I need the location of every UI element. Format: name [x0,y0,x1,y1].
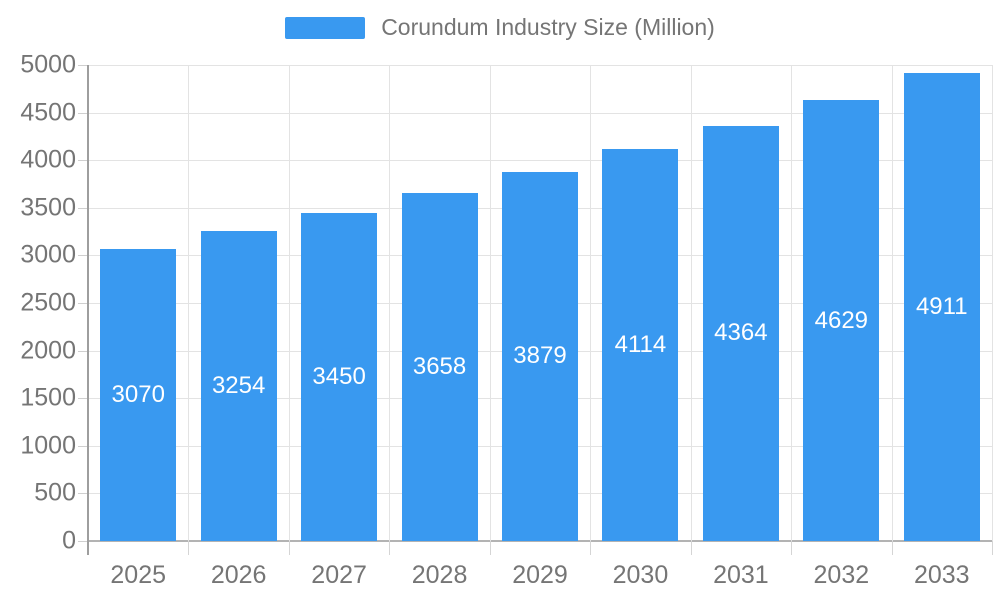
bar-value-label: 3070 [111,380,165,408]
y-axis-tick-label: 1000 [20,431,76,460]
v-gridline [992,65,993,541]
y-axis-tick [78,303,88,304]
bar-value-label: 4114 [614,331,667,359]
y-axis-tick [78,207,88,209]
y-axis-tick-label: 1500 [20,383,76,412]
y-axis-tick [78,493,88,495]
x-axis-tick [188,541,190,555]
v-gridline [489,65,491,541]
bar-value-label: 3254 [211,372,266,400]
x-axis-tick-label: 2025 [110,561,167,589]
v-gridline [891,65,893,541]
bar-value-label: 3450 [312,362,366,390]
x-axis-tick-label: 2032 [813,561,870,589]
x-axis-tick-label: 2033 [913,561,970,589]
y-axis-tick [78,65,88,66]
x-axis-tick [992,541,993,555]
v-gridline [188,65,190,541]
x-axis-tick [891,541,893,555]
x-axis-tick-label: 2030 [612,561,669,589]
h-gridline [88,160,992,162]
y-axis-tick [78,398,88,400]
bar[interactable] [602,149,679,541]
y-axis-tick-label: 3500 [20,193,76,222]
x-axis-tick [389,541,391,555]
x-axis-tick [690,541,692,555]
v-gridline [389,65,391,541]
bar[interactable] [803,100,880,541]
x-axis-tick [791,541,793,555]
y-axis-tick [78,541,88,542]
bar[interactable] [100,248,177,541]
y-axis-tick-label: 5000 [20,50,76,79]
v-gridline [791,65,793,541]
y-axis-tick [78,112,88,114]
x-axis-tick [489,541,491,555]
x-axis-tick [288,541,290,555]
bar[interactable] [502,171,578,541]
y-axis-tick [78,350,88,352]
bar-value-label: 4911 [915,293,968,321]
bar-value-label: 4629 [814,306,869,334]
bar[interactable] [702,125,779,541]
bar[interactable] [401,192,478,541]
legend-swatch [285,16,366,39]
x-axis-tick [590,541,592,555]
y-axis-tick-label: 3000 [20,240,76,269]
bar[interactable] [200,231,277,541]
y-axis-tick-label: 0 [62,526,76,555]
x-axis-tick-label: 2029 [512,561,568,589]
y-axis-tick-label: 500 [34,478,76,507]
v-gridline [590,65,592,541]
y-axis-tick-label: 4000 [20,145,76,174]
v-gridline [288,65,290,541]
v-gridline [690,65,692,541]
x-axis-tick-label: 2027 [311,561,367,589]
h-gridline [88,112,992,114]
y-axis-tick-label: 2000 [20,336,76,365]
legend-label: Corundum Industry Size (Million) [381,14,715,40]
y-axis-tick-label: 4500 [20,98,76,127]
y-axis-tick [78,445,88,447]
y-axis-tick [78,160,88,162]
x-axis-line [88,540,992,542]
y-axis-tick-label: 2500 [20,288,76,317]
bar[interactable] [903,73,980,541]
x-axis-tick-label: 2031 [713,561,769,589]
bar-value-label: 4364 [714,319,768,347]
x-axis-tick-label: 2026 [210,561,267,589]
x-axis-tick-label: 2028 [411,561,468,589]
h-gridline [88,65,992,66]
y-axis-tick [78,255,88,257]
legend[interactable]: Corundum Industry Size (Million) [0,14,1000,41]
bar[interactable] [301,212,378,541]
bar-value-label: 3658 [412,352,467,380]
bar-value-label: 3879 [513,342,567,370]
y-axis-line [87,65,89,555]
